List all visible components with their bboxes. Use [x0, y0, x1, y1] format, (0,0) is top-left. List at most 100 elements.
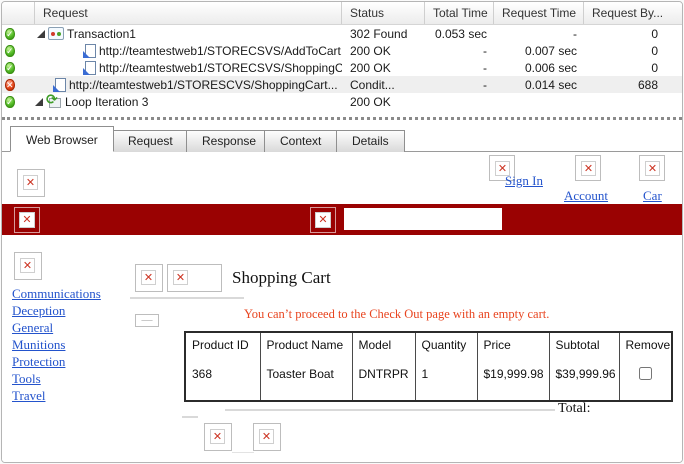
cart-quantity: 1	[415, 358, 478, 401]
request-bytes-value: 688	[637, 77, 658, 92]
cart-subtotal: $39,999.96	[549, 358, 620, 401]
empty-cart-warning: You can’t proceed to the Check Out page …	[244, 307, 550, 321]
broken-image-icon: ✕	[489, 155, 515, 181]
broken-image-icon: ✕	[253, 423, 281, 451]
request-label: http://teamtestweb1/STORECSVS/AddToCart.…	[99, 43, 342, 58]
request-time-value: 0.006 sec	[524, 60, 577, 75]
tab-response[interactable]: Response	[186, 130, 273, 152]
request-time-value: -	[573, 26, 577, 41]
total-label: Total:	[558, 401, 591, 416]
broken-image-icon: ✕	[14, 207, 40, 233]
account-link[interactable]: Account	[564, 188, 609, 203]
cart-col-price: Price	[477, 332, 550, 358]
success-icon	[5, 96, 15, 108]
request-label: http://teamtestweb1/STORESCVS/ShoppingCa…	[69, 77, 338, 92]
request-time-value: 0.007 sec	[524, 43, 577, 58]
total-time-value: -	[483, 77, 487, 92]
category-link-tools[interactable]: Tools	[12, 371, 41, 386]
category-link-deception[interactable]: Deception	[12, 303, 66, 318]
search-input[interactable]	[344, 208, 502, 230]
cart-col-subtotal: Subtotal	[549, 332, 620, 358]
broken-image-icon: ✕	[639, 155, 665, 181]
column-status[interactable]: Status	[342, 2, 425, 24]
table-row[interactable]: http://teamtestweb1/STORECSVS/ShoppingC.…	[2, 59, 682, 76]
broken-image-icon: ✕	[14, 252, 42, 280]
category-link-travel[interactable]: Travel	[12, 388, 46, 403]
divider	[182, 416, 198, 418]
category-link-protection[interactable]: Protection	[12, 354, 66, 369]
expander-icon[interactable]	[37, 29, 45, 38]
status-value: Condit...	[350, 77, 395, 92]
category-link-communications[interactable]: Communications	[12, 286, 101, 301]
collapsed-element-placeholder: —	[135, 314, 159, 327]
category-link-munitions[interactable]: Munitions	[12, 337, 66, 352]
cart-item-row: 368 Toaster Boat DNTRPR 1 $19,999.98 $39…	[185, 358, 672, 401]
tab-context[interactable]: Context	[264, 130, 338, 152]
request-label: Transaction1	[67, 26, 136, 41]
remove-item-checkbox[interactable]	[638, 367, 652, 380]
cart-col-model: Model	[352, 332, 416, 358]
result-tabs: Web Browser Request Response Context Det…	[2, 124, 682, 152]
web-browser-pane: ✕ ✕ Sign In ✕ Account ✕ Car ✕ ✕ ✕ Commun…	[2, 152, 682, 462]
divider	[225, 409, 555, 411]
cart-col-quantity: Quantity	[415, 332, 478, 358]
tab-request[interactable]: Request	[112, 130, 189, 152]
request-bytes-value: 0	[651, 43, 658, 58]
broken-image-icon: ✕	[167, 264, 222, 292]
cart-col-remove: Remove	[625, 338, 671, 352]
success-icon	[5, 28, 15, 40]
table-row[interactable]: Loop Iteration 3 200 OK	[2, 93, 682, 110]
tab-details[interactable]: Details	[336, 130, 405, 152]
request-results-grid: Request Status Total Time Request Time R…	[2, 2, 682, 114]
request-label: Loop Iteration 3	[65, 94, 149, 109]
column-request[interactable]: Request	[35, 2, 342, 24]
page-request-icon	[83, 60, 96, 75]
category-nav: Communications Deception General Munitio…	[12, 285, 101, 404]
error-icon	[5, 79, 15, 91]
grid-header: Request Status Total Time Request Time R…	[2, 2, 682, 25]
cart-col-product-id: Product ID	[185, 332, 261, 358]
shopping-cart-table: Product ID Product Name Model Quantity P…	[184, 331, 673, 402]
table-row-selected[interactable]: http://teamtestweb1/STORESCVS/ShoppingCa…	[2, 76, 682, 93]
request-bytes-value: 0	[651, 60, 658, 75]
table-row[interactable]: Transaction1 302 Found 0.053 sec - 0	[2, 25, 682, 42]
total-time-value: -	[483, 43, 487, 58]
total-time-value: 0.053 sec	[434, 26, 487, 41]
cart-link[interactable]: Car	[643, 188, 662, 203]
column-request-time[interactable]: Request Time	[494, 2, 584, 24]
status-value: 200 OK	[350, 60, 391, 75]
table-row[interactable]: http://teamtestweb1/STORECSVS/AddToCart.…	[2, 42, 682, 59]
site-banner: ✕ ✕	[2, 204, 682, 235]
success-icon	[5, 62, 15, 74]
page-request-icon	[83, 43, 96, 58]
broken-image-icon: ✕	[135, 264, 163, 292]
total-time-value: -	[483, 60, 487, 75]
cart-price: $19,999.98	[477, 358, 550, 401]
column-total-time[interactable]: Total Time	[425, 2, 494, 24]
request-time-value: 0.014 sec	[524, 77, 577, 92]
status-value: 302 Found	[350, 26, 408, 41]
broken-image-icon: ✕	[575, 155, 601, 181]
divider	[232, 452, 254, 453]
cart-model: DNTRPR	[352, 358, 416, 401]
column-icon[interactable]	[2, 2, 35, 24]
divider	[130, 297, 244, 299]
broken-image-icon: ✕	[310, 207, 336, 233]
broken-image-icon: ✕	[17, 169, 45, 197]
page-title: Shopping Cart	[232, 268, 331, 287]
tab-web-browser[interactable]: Web Browser	[10, 126, 114, 152]
cart-col-product-name: Product Name	[260, 332, 353, 358]
cart-product-id: 368	[185, 358, 261, 401]
success-icon	[5, 45, 15, 57]
expander-icon[interactable]	[35, 97, 43, 106]
loop-icon	[46, 94, 62, 109]
sign-in-link[interactable]: Sign In	[505, 173, 543, 188]
status-value: 200 OK	[350, 94, 391, 109]
request-bytes-value: 0	[651, 26, 658, 41]
page-request-icon	[53, 77, 66, 92]
transaction-icon	[48, 27, 64, 40]
category-link-general[interactable]: General	[12, 320, 54, 335]
column-request-bytes[interactable]: Request By...	[592, 6, 664, 20]
pane-splitter[interactable]	[2, 117, 682, 120]
cart-header-row: Product ID Product Name Model Quantity P…	[185, 332, 672, 358]
